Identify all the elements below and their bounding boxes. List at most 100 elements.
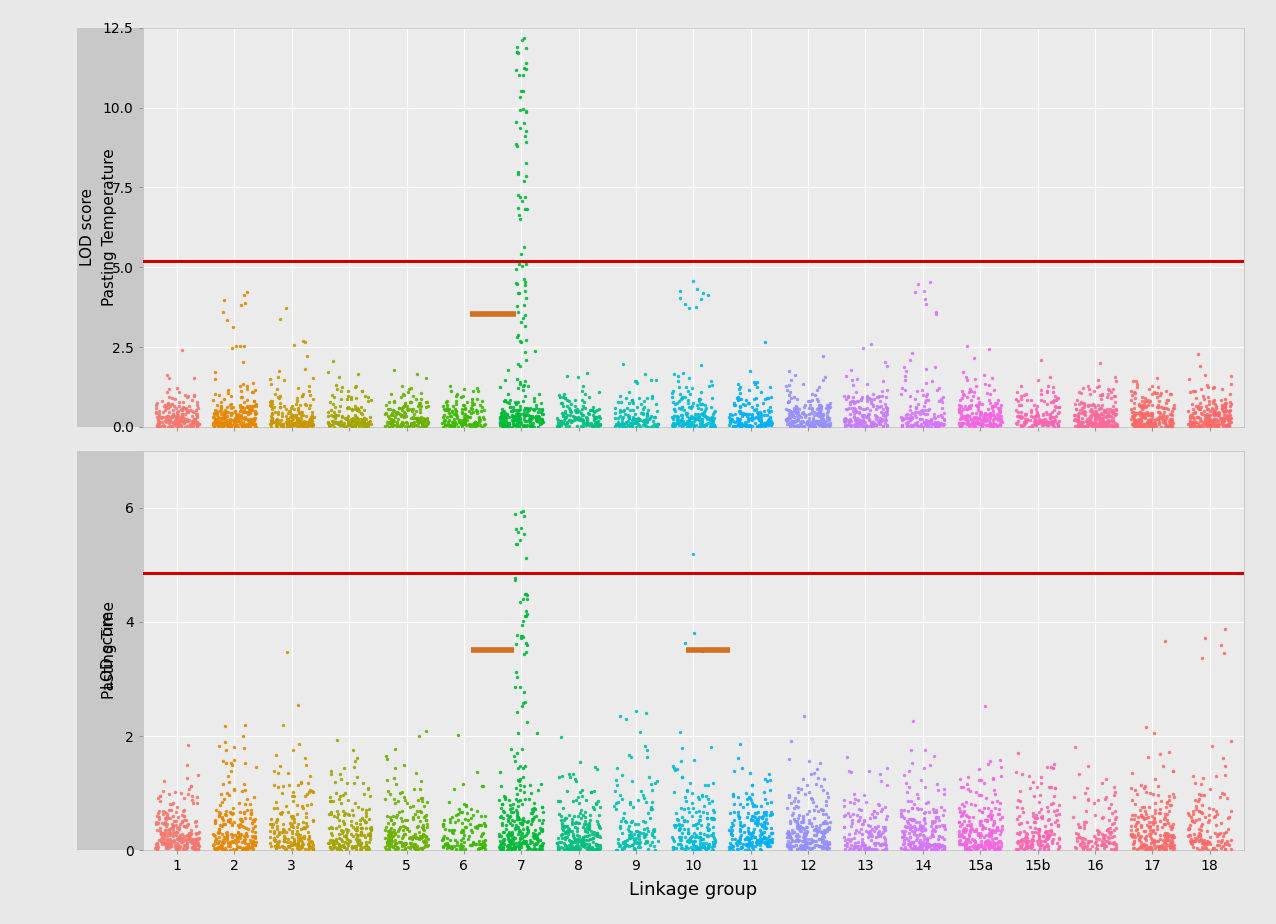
Point — [514, 116, 535, 131]
Point — [237, 839, 258, 854]
Point — [809, 409, 829, 424]
Point — [1091, 407, 1111, 421]
Point — [991, 823, 1012, 838]
Point — [976, 407, 997, 422]
Point — [794, 405, 814, 419]
Point — [957, 410, 977, 425]
Point — [337, 388, 357, 403]
Point — [627, 416, 647, 431]
Point — [953, 824, 974, 839]
Point — [287, 836, 308, 851]
Point — [721, 841, 741, 856]
Point — [1207, 418, 1228, 432]
Point — [910, 404, 930, 419]
Point — [694, 397, 715, 412]
Point — [392, 407, 412, 422]
Point — [177, 787, 198, 802]
Point — [348, 412, 369, 427]
Point — [646, 396, 666, 411]
Point — [350, 416, 370, 431]
Point — [584, 824, 605, 839]
Point — [532, 823, 553, 838]
Point — [967, 400, 988, 415]
Point — [1148, 379, 1169, 394]
Point — [260, 398, 281, 413]
Point — [1192, 407, 1212, 421]
Point — [911, 773, 931, 788]
Point — [786, 833, 806, 847]
Point — [893, 825, 914, 840]
Point — [1145, 833, 1165, 847]
Point — [223, 801, 244, 816]
Point — [672, 741, 693, 756]
Point — [235, 410, 255, 425]
Point — [452, 417, 472, 432]
Point — [1196, 408, 1216, 423]
Point — [896, 840, 916, 855]
Point — [954, 408, 975, 423]
Point — [211, 841, 231, 856]
Point — [171, 402, 191, 417]
Point — [672, 415, 693, 430]
Point — [804, 407, 824, 422]
Point — [382, 419, 402, 433]
Point — [574, 816, 595, 831]
Point — [168, 841, 189, 856]
Point — [494, 792, 514, 807]
Point — [1179, 833, 1199, 848]
Point — [799, 401, 819, 416]
Point — [1139, 415, 1160, 430]
Point — [287, 402, 308, 417]
Point — [702, 419, 722, 433]
Point — [332, 838, 352, 853]
Point — [781, 808, 801, 822]
Point — [754, 806, 775, 821]
Point — [743, 808, 763, 823]
Point — [514, 419, 535, 434]
Point — [1099, 812, 1119, 827]
Point — [1092, 397, 1113, 412]
Point — [792, 419, 813, 433]
Point — [1095, 839, 1115, 854]
Point — [156, 826, 176, 841]
Point — [1196, 838, 1216, 853]
Point — [736, 417, 757, 432]
Point — [1194, 408, 1215, 423]
Point — [241, 403, 262, 418]
Point — [230, 830, 250, 845]
Point — [989, 408, 1009, 423]
Point — [267, 821, 287, 836]
Point — [495, 393, 516, 407]
Point — [573, 830, 593, 845]
Point — [1180, 408, 1201, 423]
Point — [702, 794, 722, 808]
Point — [956, 823, 976, 838]
Point — [1044, 414, 1064, 429]
Point — [846, 415, 866, 430]
Point — [222, 830, 242, 845]
Point — [685, 417, 706, 432]
Point — [225, 739, 245, 754]
Point — [968, 826, 989, 841]
Point — [949, 772, 970, 786]
Point — [291, 407, 311, 422]
Point — [1203, 395, 1224, 410]
Point — [662, 419, 683, 434]
Point — [498, 832, 518, 846]
Point — [453, 823, 473, 838]
Point — [1088, 419, 1109, 433]
Point — [245, 383, 265, 397]
Point — [415, 808, 435, 823]
Point — [318, 405, 338, 419]
Point — [575, 418, 596, 432]
Point — [916, 386, 937, 401]
Point — [757, 414, 777, 429]
Point — [965, 797, 985, 812]
Point — [850, 418, 870, 432]
Point — [647, 417, 667, 432]
Point — [615, 838, 635, 853]
Point — [167, 405, 188, 419]
Point — [507, 811, 527, 826]
Point — [806, 828, 827, 843]
Point — [172, 407, 193, 421]
